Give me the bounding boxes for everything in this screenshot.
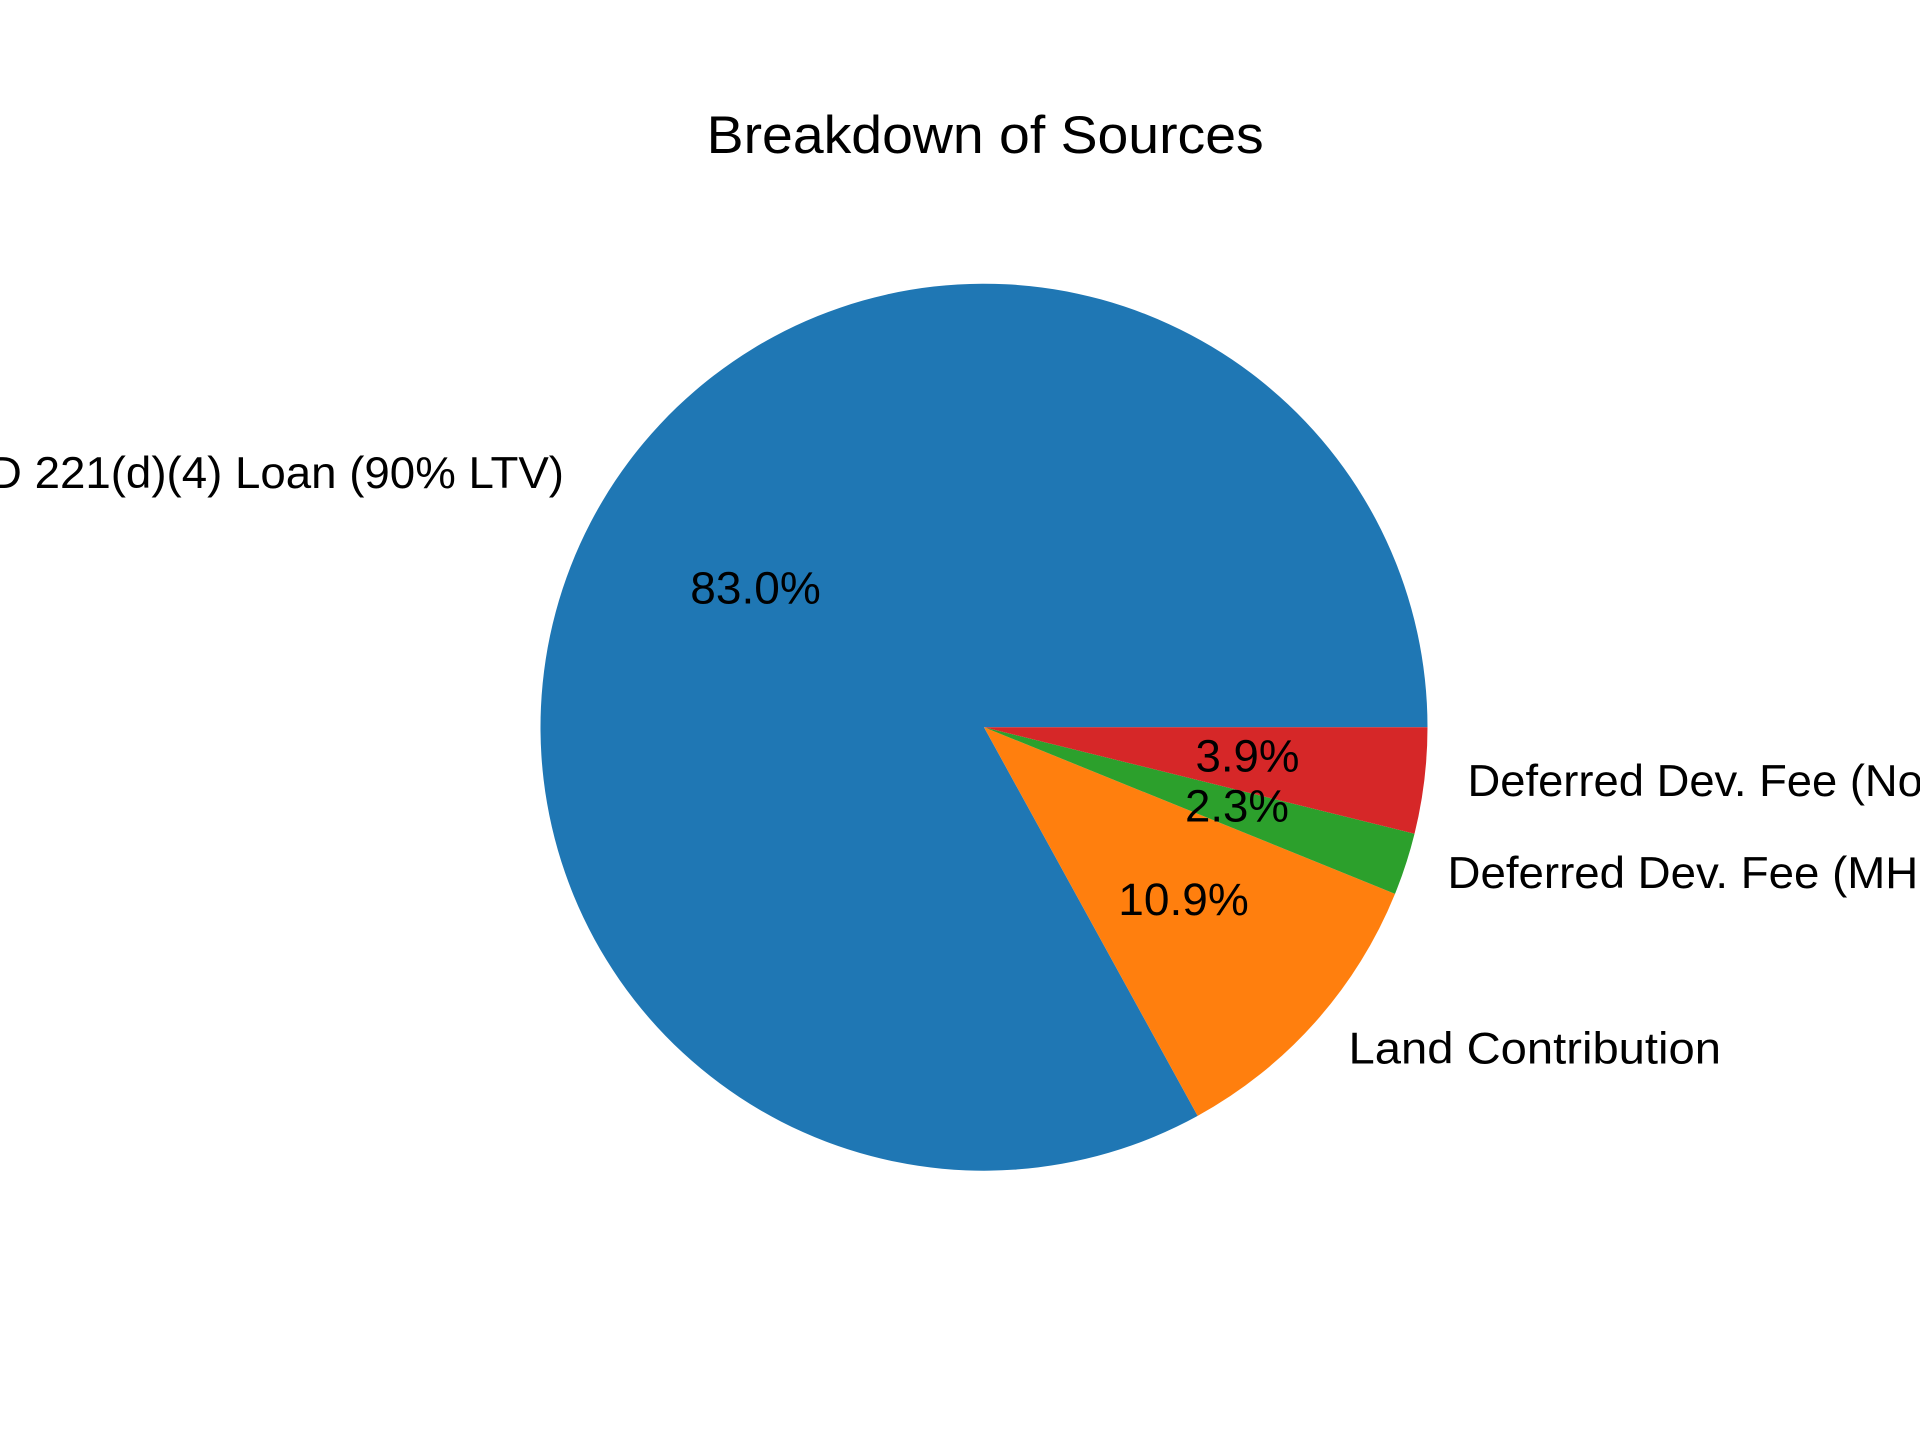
svg-text:10.9%: 10.9%	[1118, 874, 1249, 925]
svg-text:2.3%: 2.3%	[1185, 781, 1289, 832]
svg-text:Deferred Dev. Fee (MHDC): Deferred Dev. Fee (MHDC)	[1448, 849, 1920, 898]
svg-text:Deferred Dev. Fee (Non-MHDC): Deferred Dev. Fee (Non-MHDC)	[1468, 757, 1920, 806]
svg-text:Breakdown of Sources: Breakdown of Sources	[707, 106, 1264, 165]
svg-text:83.0%: 83.0%	[690, 562, 821, 613]
svg-text:HUD 221(d)(4) Loan (90% LTV): HUD 221(d)(4) Loan (90% LTV)	[0, 449, 564, 498]
svg-text:3.9%: 3.9%	[1196, 731, 1300, 782]
svg-text:Land Contribution: Land Contribution	[1349, 1025, 1722, 1074]
